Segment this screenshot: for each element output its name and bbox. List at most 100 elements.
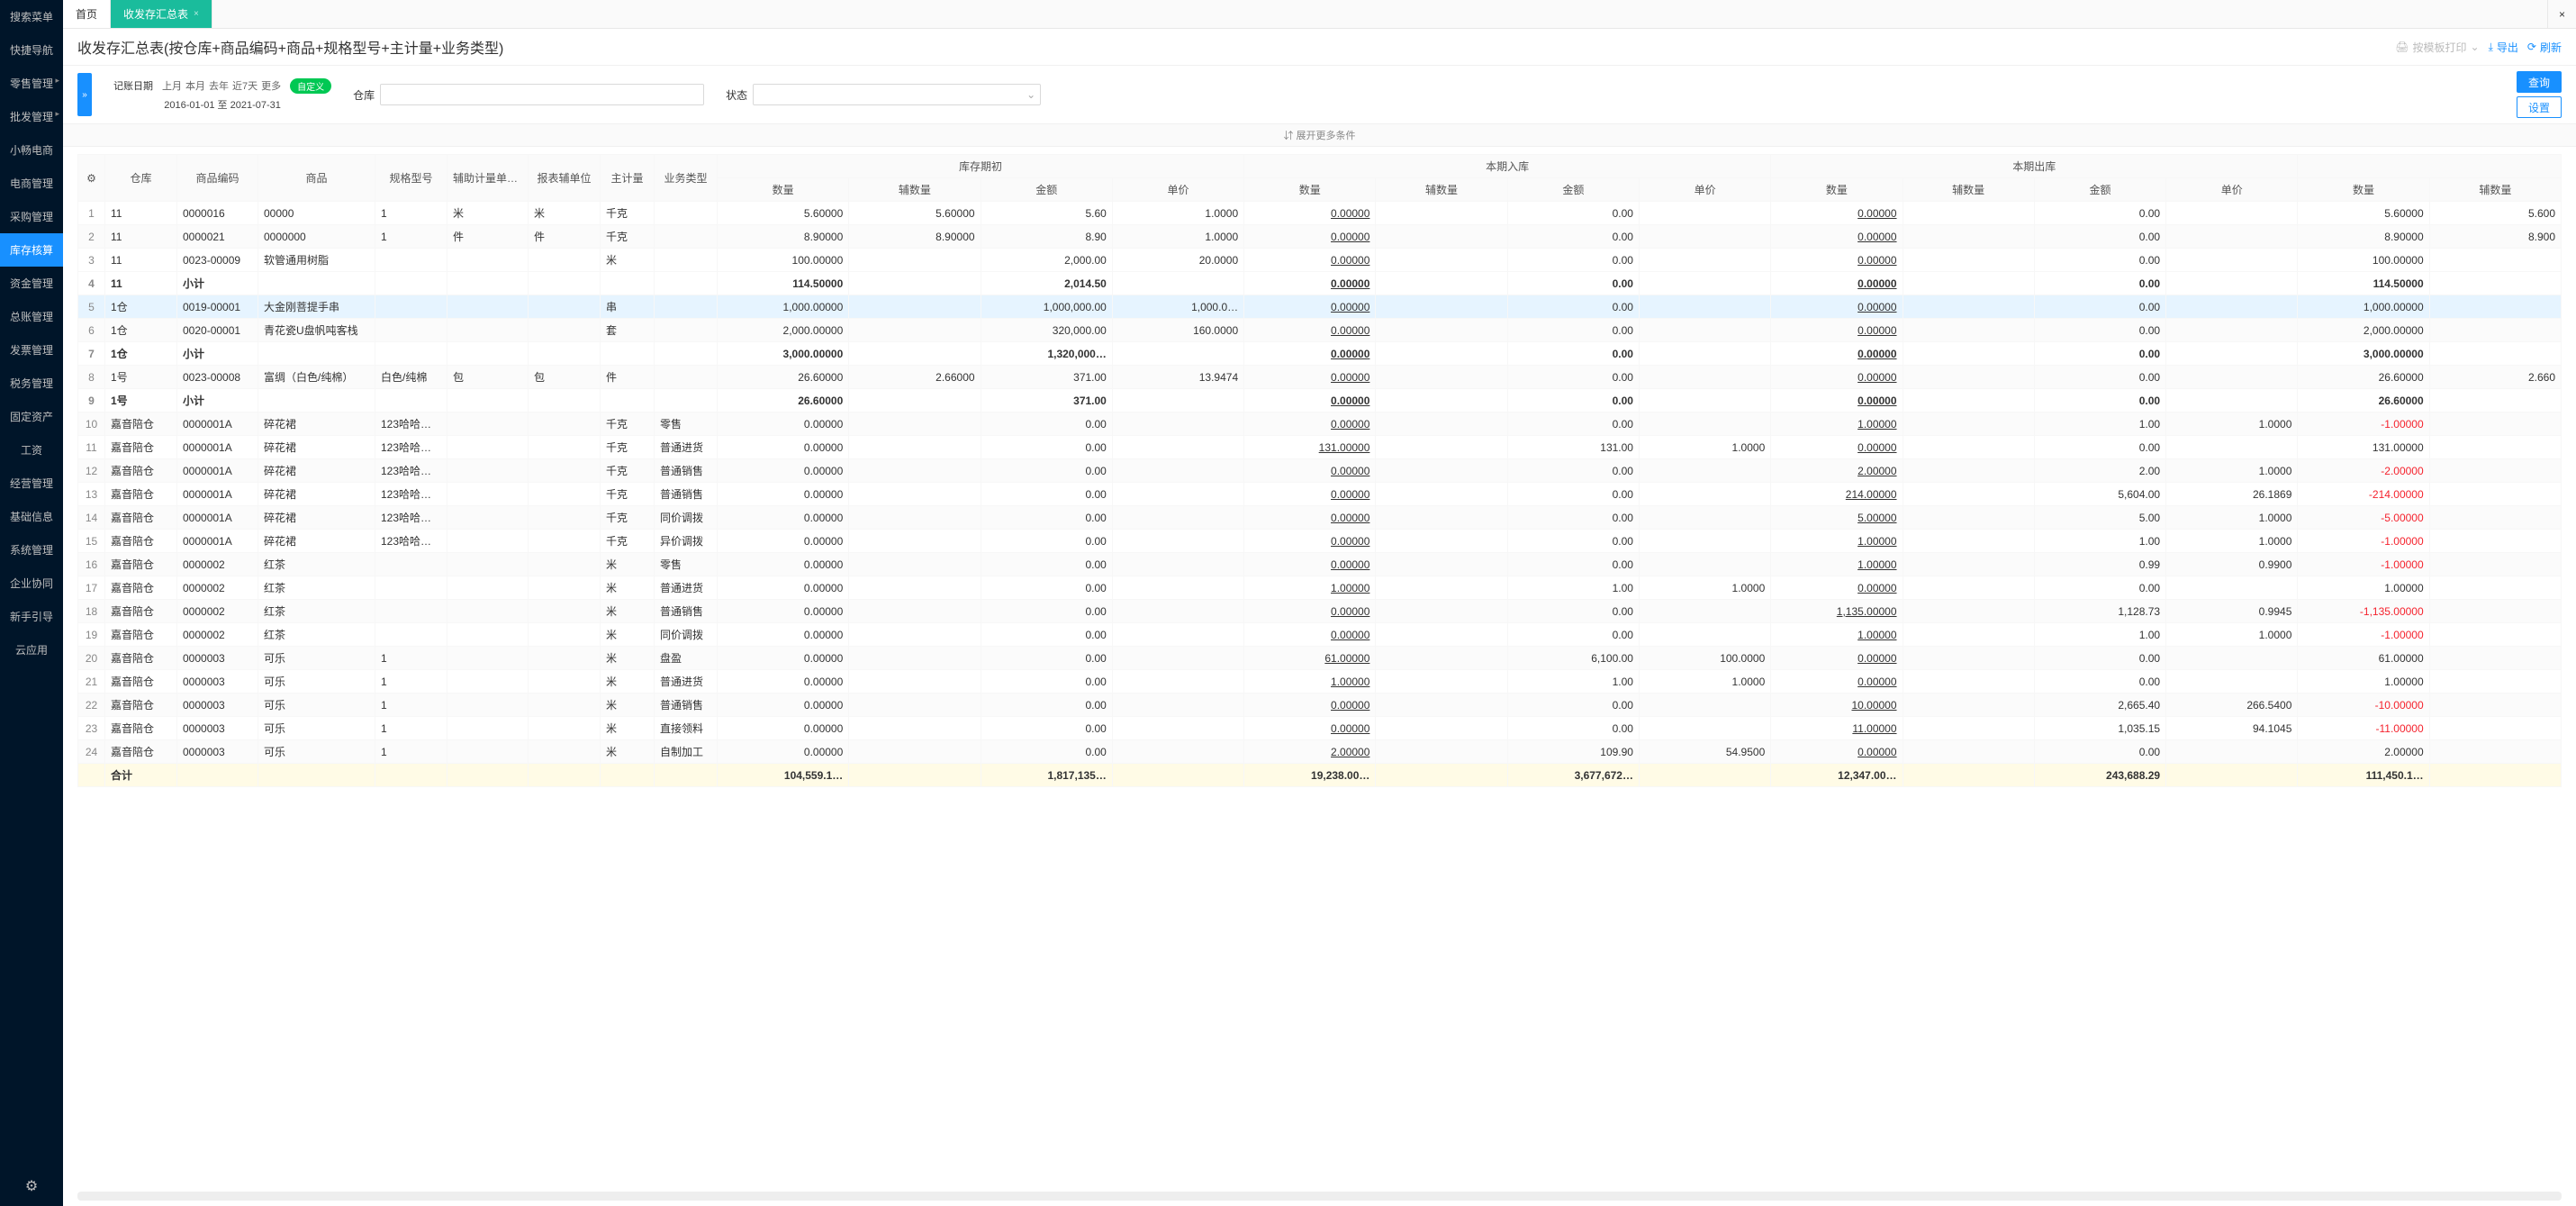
drill-link[interactable]: 0.00000	[1331, 324, 1369, 337]
refresh-button[interactable]: ⟳ 刷新	[2527, 40, 2562, 55]
drill-link[interactable]: 0.00000	[1331, 418, 1369, 431]
table-row[interactable]: 22嘉音陪仓0000003可乐1米普通销售0.000000.000.000000…	[78, 694, 2562, 717]
drill-link[interactable]: 1.00000	[1331, 676, 1369, 688]
date-preset[interactable]: 近7天	[232, 81, 258, 92]
sidebar-item-2[interactable]: 零售管理	[0, 67, 63, 100]
table-row[interactable]: 11嘉音陪仓0000001A碎花裙123哈哈哈…千克普通进货0.000000.0…	[78, 436, 2562, 459]
drill-link[interactable]: 1.00000	[1857, 558, 1896, 571]
sidebar-item-4[interactable]: 小畅电商	[0, 133, 63, 167]
table-row[interactable]: 13嘉音陪仓0000001A碎花裙123哈哈哈…千克普通销售0.000000.0…	[78, 483, 2562, 506]
query-button[interactable]: 查询	[2517, 71, 2562, 93]
settings-button[interactable]: 设置	[2517, 96, 2562, 118]
drill-link[interactable]: 1.00000	[1331, 582, 1369, 594]
date-preset[interactable]: 本月	[185, 81, 205, 92]
warehouse-input[interactable]	[380, 84, 704, 105]
drill-link[interactable]: 0.00000	[1857, 441, 1896, 454]
table-row[interactable]: 211000002100000001件件千克8.900008.900008.90…	[78, 225, 2562, 249]
drill-link[interactable]: 0.00000	[1331, 558, 1369, 571]
print-template-button[interactable]: 🖨 按模板打印 ⌄	[2395, 40, 2479, 55]
expand-more-filters[interactable]: ⇵ 展开更多条件	[63, 123, 2576, 147]
drill-link[interactable]: 1.00000	[1857, 629, 1896, 641]
drill-link[interactable]: 0.00000	[1331, 699, 1369, 712]
drill-link[interactable]: 0.00000	[1331, 465, 1369, 477]
close-all-tabs-icon[interactable]: ×	[2547, 0, 2576, 28]
status-dropdown-icon[interactable]: ⌄	[1026, 88, 1035, 101]
table-row[interactable]: 91号小计26.60000371.000.000000.000.000000.0…	[78, 389, 2562, 413]
table-row[interactable]: 51仓0019-00001大金刚菩提手串串1,000.000001,000,00…	[78, 295, 2562, 319]
settings-gear-icon[interactable]: ⚙	[0, 1166, 63, 1206]
sidebar-item-15[interactable]: 基础信息	[0, 500, 63, 533]
drill-link[interactable]: 0.00000	[1331, 231, 1369, 243]
table-row[interactable]: 411小计114.500002,014.500.000000.000.00000…	[78, 272, 2562, 295]
table-row[interactable]: 15嘉音陪仓0000001A碎花裙123哈哈哈…千克异价调拨0.000000.0…	[78, 530, 2562, 553]
export-button[interactable]: ⤓ 导出	[2489, 40, 2518, 55]
drill-link[interactable]: 0.00000	[1857, 301, 1896, 313]
drill-link[interactable]: 0.00000	[1857, 348, 1896, 360]
drill-link[interactable]: 1,135.00000	[1837, 605, 1897, 618]
drill-link[interactable]: 11.00000	[1852, 722, 1896, 735]
collapse-filter-icon[interactable]: »	[77, 73, 92, 116]
date-preset[interactable]: 去年	[209, 81, 229, 92]
drill-link[interactable]: 0.00000	[1331, 277, 1369, 290]
drill-link[interactable]: 0.00000	[1857, 324, 1896, 337]
sidebar-item-12[interactable]: 固定资产	[0, 400, 63, 433]
sidebar-item-3[interactable]: 批发管理	[0, 100, 63, 133]
drill-link[interactable]: 0.00000	[1331, 722, 1369, 735]
table-row[interactable]: 61仓0020-00001青花瓷U盘帆吨客栈套2,000.00000320,00…	[78, 319, 2562, 342]
drill-link[interactable]: 0.00000	[1331, 394, 1369, 407]
horizontal-scrollbar[interactable]	[77, 1192, 2562, 1201]
drill-link[interactable]: 0.00000	[1331, 488, 1369, 501]
drill-link[interactable]: 0.00000	[1331, 512, 1369, 524]
sidebar-item-17[interactable]: 企业协同	[0, 567, 63, 600]
table-row[interactable]: 1110000016000001米米千克5.600005.600005.601.…	[78, 202, 2562, 225]
drill-link[interactable]: 131.00000	[1319, 441, 1370, 454]
sidebar-item-1[interactable]: 快捷导航	[0, 33, 63, 67]
table-row[interactable]: 14嘉音陪仓0000001A碎花裙123哈哈哈…千克同价调拨0.000000.0…	[78, 506, 2562, 530]
drill-link[interactable]: 0.00000	[1857, 231, 1896, 243]
drill-link[interactable]: 10.00000	[1851, 699, 1896, 712]
drill-link[interactable]: 0.00000	[1857, 582, 1896, 594]
drill-link[interactable]: 0.00000	[1331, 254, 1369, 267]
tab-1[interactable]: 收发存汇总表×	[111, 0, 212, 28]
drill-link[interactable]: 0.00000	[1857, 394, 1896, 407]
sidebar-item-14[interactable]: 经营管理	[0, 467, 63, 500]
status-input[interactable]	[753, 84, 1041, 105]
drill-link[interactable]: 0.00000	[1331, 371, 1369, 384]
drill-link[interactable]: 0.00000	[1857, 746, 1896, 758]
sidebar-item-0[interactable]: 搜索菜单	[0, 0, 63, 33]
sidebar-item-13[interactable]: 工资	[0, 433, 63, 467]
drill-link[interactable]: 0.00000	[1331, 348, 1369, 360]
drill-link[interactable]: 1.00000	[1857, 418, 1896, 431]
table-row[interactable]: 24嘉音陪仓0000003可乐1米自制加工0.000000.002.000001…	[78, 740, 2562, 764]
date-preset[interactable]: 上月	[162, 81, 182, 92]
drill-link[interactable]: 0.00000	[1857, 676, 1896, 688]
sidebar-item-5[interactable]: 电商管理	[0, 167, 63, 200]
sidebar-item-16[interactable]: 系统管理	[0, 533, 63, 567]
table-row[interactable]: 3110023-00009软管通用树脂米100.000002,000.0020.…	[78, 249, 2562, 272]
custom-date-badge[interactable]: 自定义	[290, 78, 331, 94]
table-row[interactable]: 23嘉音陪仓0000003可乐1米直接领料0.000000.000.000000…	[78, 717, 2562, 740]
drill-link[interactable]: 0.00000	[1331, 301, 1369, 313]
drill-link[interactable]: 2.00000	[1331, 746, 1369, 758]
drill-link[interactable]: 0.00000	[1331, 605, 1369, 618]
drill-link[interactable]: 0.00000	[1331, 629, 1369, 641]
table-settings-icon[interactable]: ⚙	[78, 155, 105, 202]
table-row[interactable]: 12嘉音陪仓0000001A碎花裙123哈哈哈…千克普通销售0.000000.0…	[78, 459, 2562, 483]
drill-link[interactable]: 1.00000	[1857, 535, 1896, 548]
drill-link[interactable]: 0.00000	[1857, 371, 1896, 384]
table-row[interactable]: 81号0023-00008富绸（白色/纯棉）白色/纯棉包包件26.600002.…	[78, 366, 2562, 389]
table-row[interactable]: 19嘉音陪仓0000002红茶米同价调拨0.000000.000.000000.…	[78, 623, 2562, 647]
sidebar-item-19[interactable]: 云应用	[0, 633, 63, 666]
table-row[interactable]: 21嘉音陪仓0000003可乐1米普通进货0.000000.001.000001…	[78, 670, 2562, 694]
drill-link[interactable]: 0.00000	[1857, 254, 1896, 267]
drill-link[interactable]: 5.00000	[1857, 512, 1896, 524]
drill-link[interactable]: 61.00000	[1324, 652, 1369, 665]
sidebar-item-18[interactable]: 新手引导	[0, 600, 63, 633]
sidebar-item-11[interactable]: 税务管理	[0, 367, 63, 400]
tab-close-icon[interactable]: ×	[194, 9, 199, 19]
table-row[interactable]: 16嘉音陪仓0000002红茶米零售0.000000.000.000000.00…	[78, 553, 2562, 576]
drill-link[interactable]: 0.00000	[1331, 535, 1369, 548]
drill-link[interactable]: 0.00000	[1331, 207, 1369, 220]
sidebar-item-9[interactable]: 总账管理	[0, 300, 63, 333]
drill-link[interactable]: 0.00000	[1857, 277, 1896, 290]
